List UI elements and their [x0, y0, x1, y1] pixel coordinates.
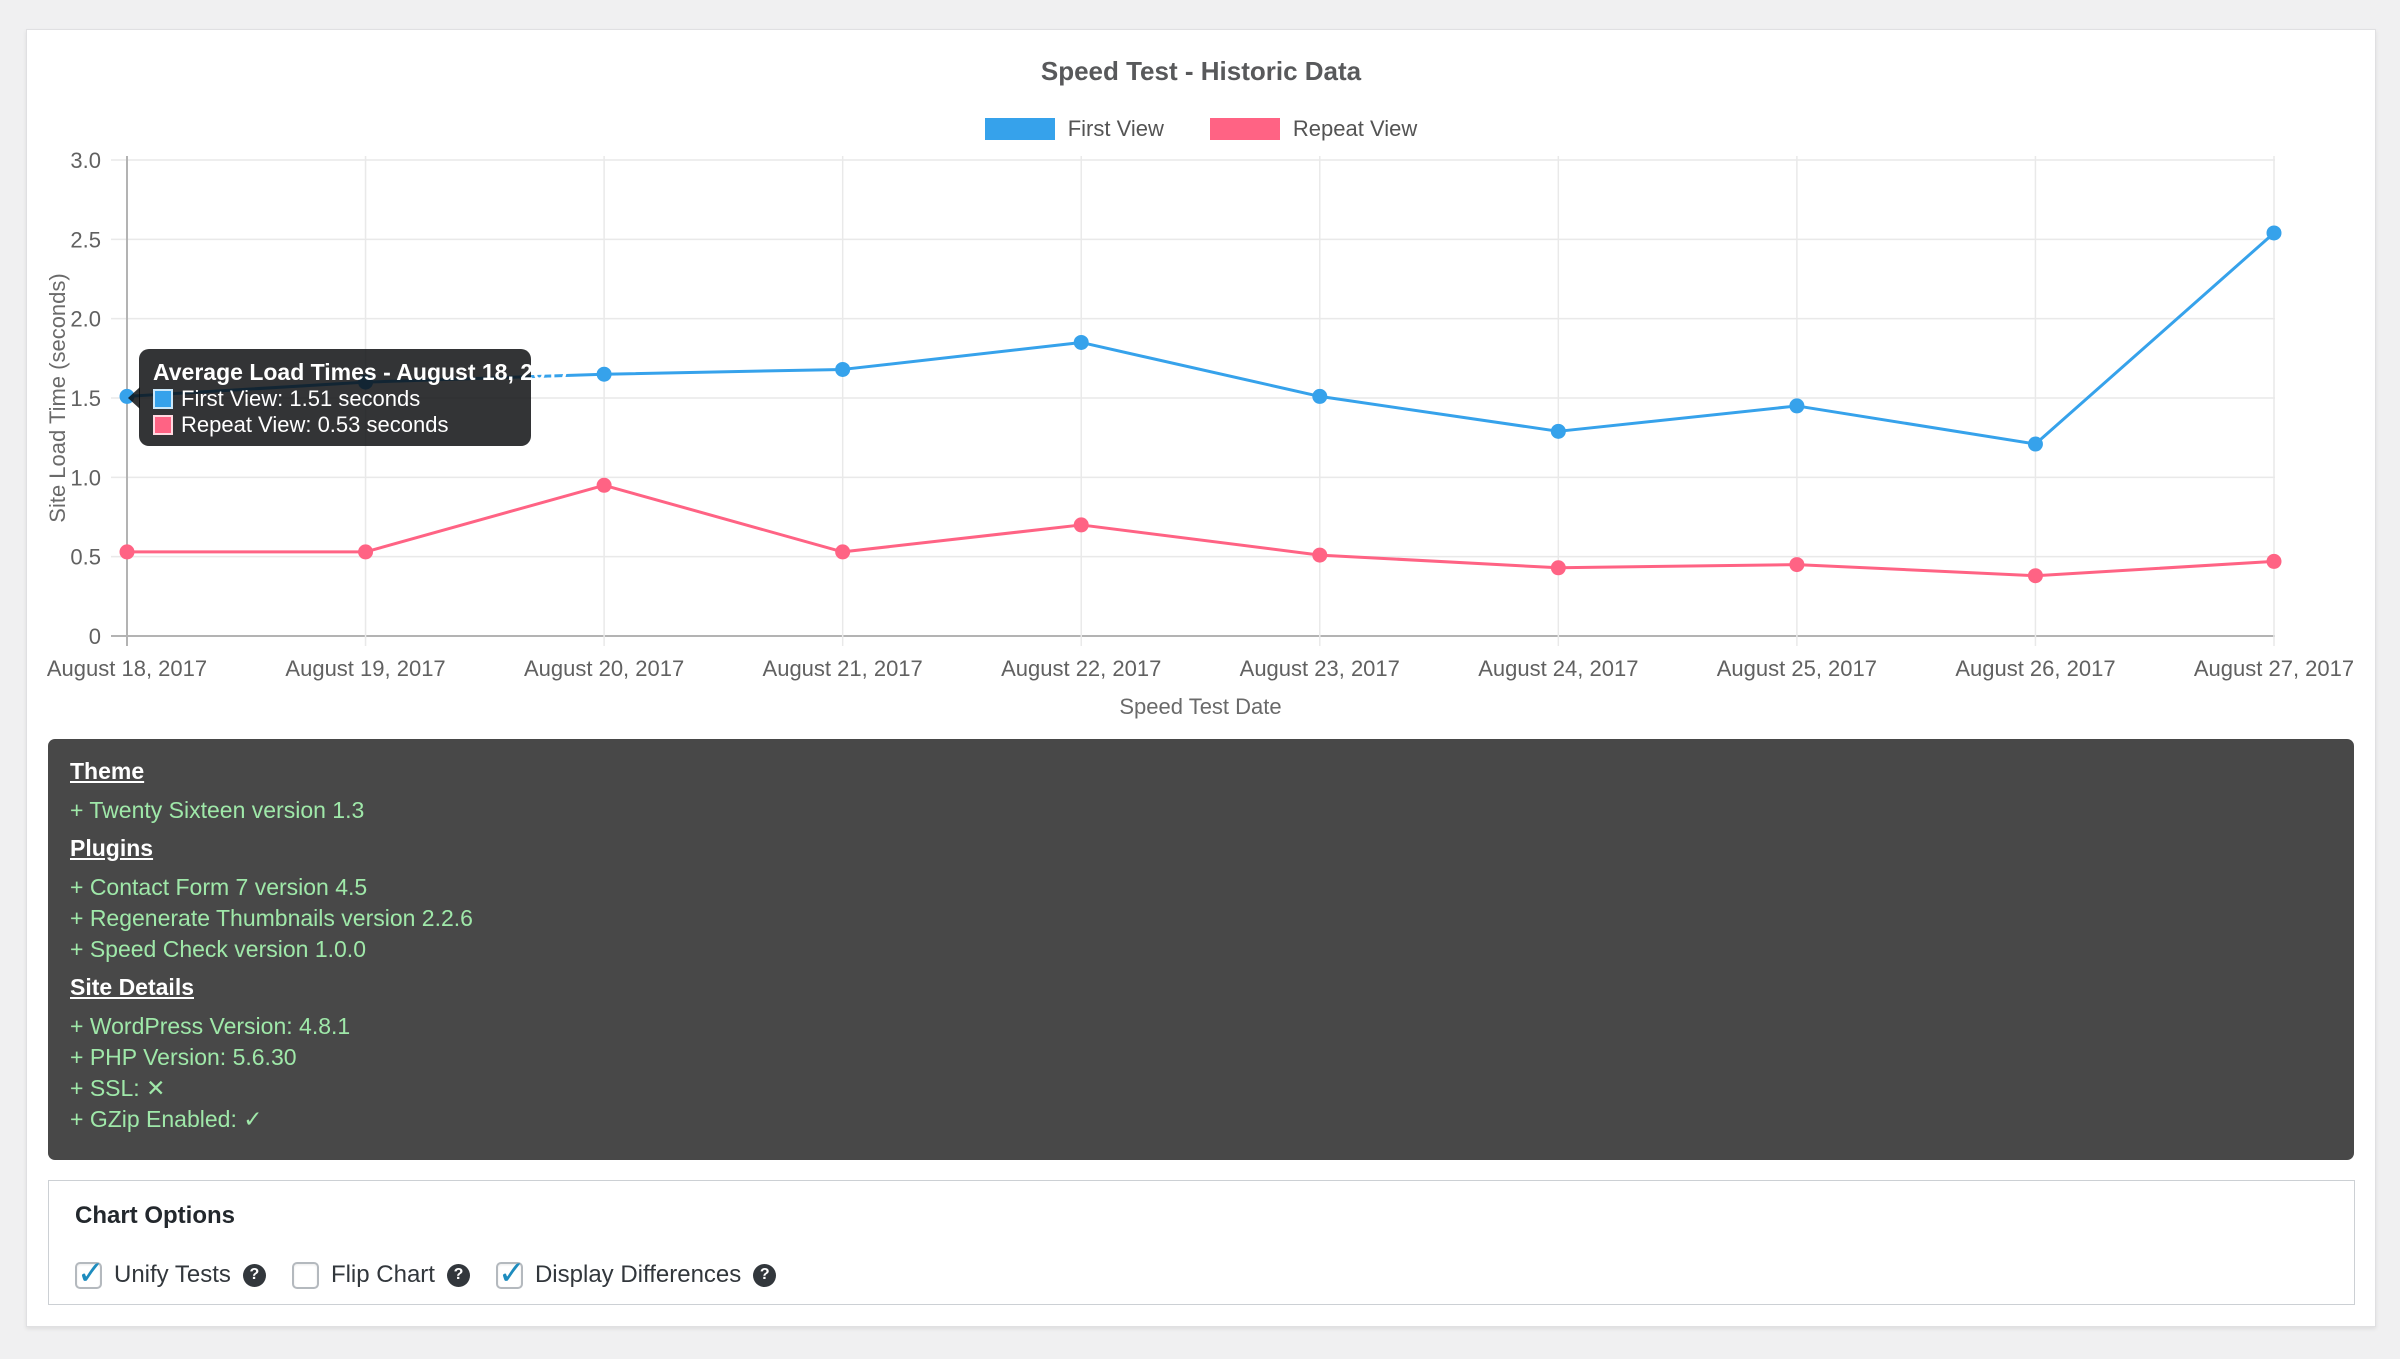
data-point[interactable] [2027, 436, 2043, 452]
series-line-repeat-view [127, 483, 2275, 578]
x-axis-tick-label: August 25, 2017 [1717, 656, 1877, 681]
chart-title: Speed Test - Historic Data [1040, 56, 1362, 86]
info-item: + GZip Enabled: ✓ [70, 1106, 263, 1132]
y-axis-tick-label: 0 [89, 624, 101, 649]
speed-chart[interactable]: 0 0.5 1.0 1.5 2.0 2.5 3.0 August 18, 2017 August… [27, 30, 2377, 735]
data-point[interactable] [596, 477, 612, 493]
info-item: + Contact Form 7 version 4.5 [70, 874, 368, 900]
info-section-list: + WordPress Version: 4.8.1 + PHP Version:… [70, 1011, 2330, 1135]
tooltip-row-label: First View: 1.51 seconds [181, 386, 421, 411]
tooltip-row: Repeat View: 0.53 seconds [153, 412, 517, 438]
help-icon[interactable]: ? [242, 1263, 266, 1287]
info-item: + SSL: ✕ [70, 1075, 166, 1101]
data-point[interactable] [835, 544, 851, 560]
x-axis-tick-label: August 27, 2017 [2194, 656, 2354, 681]
y-axis-tick-label: 1.0 [70, 465, 101, 490]
data-point[interactable] [1312, 388, 1328, 404]
data-point[interactable] [1312, 547, 1328, 563]
tooltip-row: First View: 1.51 seconds [153, 386, 517, 412]
x-axis-tick-label: August 20, 2017 [524, 656, 684, 681]
legend-swatch [1209, 118, 1280, 140]
chart-tooltip: Average Load Times - August 18, 2017 Fir… [128, 349, 572, 446]
x-axis-tick-label: August 26, 2017 [1955, 656, 2115, 681]
tooltip-rows: First View: 1.51 seconds Repeat View: 0.5… [153, 386, 517, 438]
legend-label: First View [1067, 116, 1164, 141]
info-section-site-details: Site Details + WordPress Version: 4.8.1 + … [70, 972, 2330, 1135]
y-axis-tick-label: 2.5 [70, 227, 101, 252]
legend-item-first-view[interactable]: First View [984, 116, 1164, 142]
option-item-flip-chart: ✓ Flip Chart? [291, 1261, 470, 1289]
checkbox-label-unify-tests[interactable]: Unify Tests [114, 1261, 231, 1288]
legend-label: Repeat View [1292, 116, 1418, 141]
data-point[interactable] [1073, 517, 1089, 533]
tooltip-row-label: Repeat View: 0.53 seconds [181, 412, 449, 437]
data-point[interactable] [1550, 423, 1566, 439]
x-axis-tick-label: August 19, 2017 [285, 656, 445, 681]
chart-options-row: ✓ Unify Tests? ✓ Flip Chart? ✓ Display Differ… [75, 1256, 2328, 1289]
data-point[interactable] [2266, 553, 2282, 569]
x-axis-tick-label: August 21, 2017 [763, 656, 923, 681]
chart-options-title: Chart Options [75, 1202, 235, 1229]
info-item: + Regenerate Thumbnails version 2.2.6 [70, 905, 473, 931]
info-item: + Twenty Sixteen version 1.3 [70, 797, 365, 823]
info-section-list: + Contact Form 7 version 4.5 + Regenerate… [70, 872, 2330, 965]
chart-options-box: Chart Options ✓Unify Tests?✓Flip Chart?✓… [48, 1180, 2355, 1305]
info-item: + WordPress Version: 4.8.1 [70, 1013, 351, 1039]
y-axis-tick-label: 0.5 [70, 545, 101, 570]
data-point[interactable] [1789, 398, 1805, 414]
option-item-display-differences: ✓ Display Differences? [495, 1256, 777, 1289]
x-axis-tick-label: August 24, 2017 [1478, 656, 1638, 681]
info-item: + Speed Check version 1.0.0 [70, 936, 366, 962]
info-section-heading: Plugins [70, 835, 154, 861]
data-point[interactable] [1073, 334, 1089, 350]
help-icon[interactable]: ? [446, 1263, 470, 1287]
x-axis-tick-label: August 22, 2017 [1001, 656, 1161, 681]
option-item-unify-tests: ✓ Unify Tests? [75, 1256, 266, 1289]
info-section-heading: Site Details [70, 974, 194, 1000]
data-point[interactable] [358, 544, 374, 560]
info-section-plugins: Plugins + Contact Form 7 version 4.5 + Reg… [70, 833, 2330, 965]
site-info-panel: Theme + Twenty Sixteen version 1.3 Plugins… [48, 739, 2354, 1160]
data-point[interactable] [2266, 225, 2282, 241]
data-point[interactable] [119, 544, 135, 560]
y-axis-tick-label: 1.5 [70, 386, 101, 411]
tooltip-title: Average Load Times - August 18, 2017 [153, 359, 572, 385]
x-axis-title: Speed Test Date [1119, 694, 1281, 719]
y-axis-tick-label: 3.0 [70, 148, 101, 173]
info-section-heading: Theme [70, 758, 145, 784]
y-axis-title: Site Load Time (seconds) [45, 273, 70, 522]
checkmark-icon: ✓ [77, 1253, 105, 1291]
info-section-theme: Theme + Twenty Sixteen version 1.3 [70, 756, 2330, 826]
checkbox-label-display-differences[interactable]: Display Differences [534, 1261, 742, 1288]
x-axis-tick-label: August 23, 2017 [1240, 656, 1400, 681]
data-point[interactable] [2027, 568, 2043, 584]
tooltip-caret [128, 386, 140, 409]
chart-legend: First View Repeat View [127, 116, 2275, 142]
data-point[interactable] [596, 366, 612, 382]
legend-item-repeat-view[interactable]: Repeat View [1209, 116, 1418, 142]
checkbox-label-flip-chart[interactable]: Flip Chart [330, 1261, 435, 1288]
info-item: + PHP Version: 5.6.30 [70, 1044, 297, 1070]
legend-swatch [984, 118, 1055, 140]
tooltip-swatch [153, 389, 173, 409]
help-icon[interactable]: ? [753, 1263, 777, 1287]
checkbox-display-differences[interactable]: ✓ [495, 1256, 526, 1289]
checkbox-flip-chart[interactable]: ✓ [291, 1261, 319, 1289]
checkmark-icon: ✓ [497, 1253, 526, 1291]
info-section-list: + Twenty Sixteen version 1.3 [70, 795, 2330, 826]
main-card: 0 0.5 1.0 1.5 2.0 2.5 3.0 August 18, 2017 August… [26, 29, 2376, 1327]
x-axis-tick-label: August 18, 2017 [47, 656, 207, 681]
chart-area: 0 0.5 1.0 1.5 2.0 2.5 3.0 August 18, 2017 August… [27, 30, 2377, 735]
data-point[interactable] [835, 361, 851, 377]
data-point[interactable] [1789, 557, 1805, 573]
y-axis-tick-label: 2.0 [70, 307, 101, 332]
tooltip-swatch [153, 415, 173, 435]
checkbox-unify-tests[interactable]: ✓ [75, 1256, 105, 1289]
data-point[interactable] [1550, 560, 1566, 576]
